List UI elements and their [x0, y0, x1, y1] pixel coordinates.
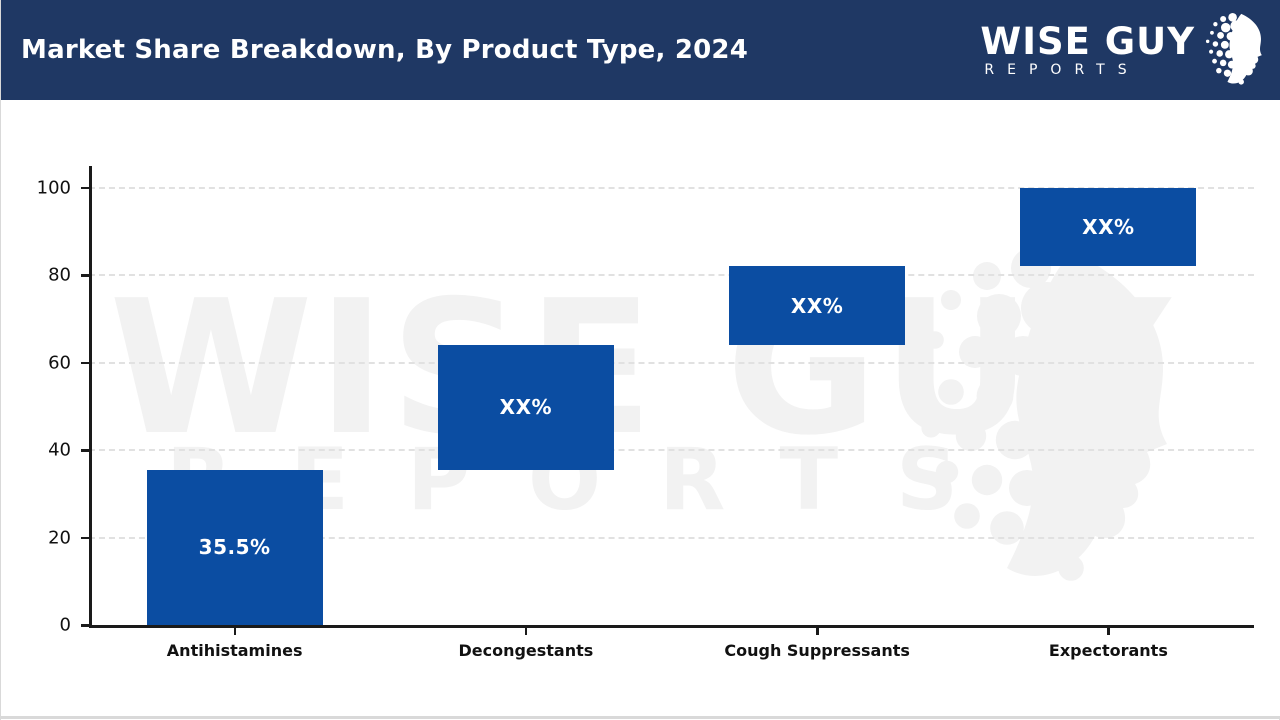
- y-axis-tick-label: 80: [48, 264, 71, 286]
- x-axis-tick: [816, 627, 819, 635]
- page-title: Market Share Breakdown, By Product Type,…: [21, 35, 748, 65]
- bar-segment: XX%: [437, 345, 614, 470]
- x-axis-tick: [233, 627, 237, 635]
- y-axis-tick: [81, 449, 89, 452]
- y-axis-tick: [81, 624, 89, 627]
- x-axis-line: [89, 625, 1254, 628]
- x-axis-category-label: Cough Suppressants: [724, 641, 910, 660]
- brand-logo: WISE GUY REPORTS: [980, 7, 1267, 93]
- bar-segment: XX%: [1020, 187, 1197, 267]
- brand-subtitle: REPORTS: [984, 61, 1140, 78]
- y-axis-tick-label: 20: [48, 527, 71, 548]
- x-axis-tick: [1107, 627, 1110, 635]
- gridline: [89, 186, 1254, 189]
- brand-logo-text: WISE GUY REPORTS: [980, 23, 1195, 78]
- gridline: [89, 536, 1254, 539]
- y-axis-tick: [81, 186, 89, 189]
- y-axis-tick-label: 40: [48, 439, 71, 461]
- x-axis-category-label: Expectorants: [1048, 641, 1168, 660]
- y-axis-tick-label: 100: [36, 177, 71, 198]
- bar-value-label: XX%: [790, 293, 844, 318]
- gridline: [89, 274, 1254, 276]
- y-axis-tick-label: 0: [59, 614, 71, 636]
- x-axis-tick: [524, 627, 528, 635]
- y-axis-tick: [81, 274, 89, 277]
- gridline: [89, 449, 1254, 451]
- header-bar: Market Share Breakdown, By Product Type,…: [1, 0, 1280, 100]
- y-axis-tick: [81, 361, 89, 364]
- bar-segment: 35.5%: [146, 469, 323, 625]
- bar-segment: XX%: [729, 266, 906, 345]
- bar-value-label: 35.5%: [198, 535, 271, 560]
- gridline: [89, 361, 1254, 364]
- y-axis-line: [89, 165, 92, 627]
- brand-name: WISE GUY: [980, 19, 1195, 63]
- footer-divider: [1, 716, 1280, 719]
- bar-value-label: XX%: [1082, 214, 1135, 239]
- waterfall-chart: WISE GUY REPORTS 0 20 40 60 80 100 35.5% Antihi…: [1, 100, 1280, 717]
- x-axis-category-label: Decongestants: [458, 641, 594, 660]
- y-axis-tick-label: 60: [48, 352, 71, 373]
- y-axis-tick: [81, 536, 89, 539]
- bar-value-label: XX%: [499, 395, 553, 420]
- x-axis-category-label: Antihistamines: [166, 641, 303, 660]
